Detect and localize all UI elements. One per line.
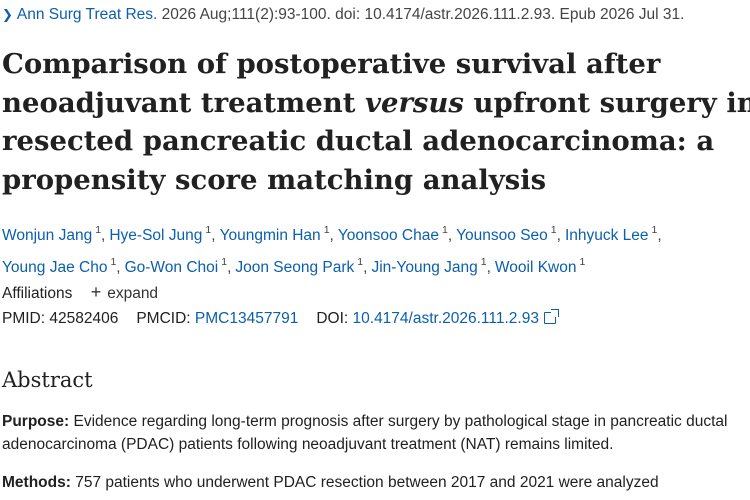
author-link[interactable]: Youngmin Han	[219, 227, 321, 244]
pmid-label: PMID:	[2, 310, 46, 327]
author-link[interactable]: Joon Seong Park	[235, 259, 355, 276]
author-separator: ,	[116, 259, 121, 276]
citation-line: ❯ Ann Surg Treat Res. 2026 Aug;111(2):93-…	[2, 4, 684, 26]
pmcid-label: PMCID:	[136, 310, 191, 327]
affiliation-ref[interactable]: 1	[441, 224, 448, 236]
author-item: Inhyuck Lee 1	[565, 217, 657, 249]
author-link[interactable]: Yoonsoo Chae	[337, 227, 439, 244]
author-separator: ,	[556, 227, 561, 244]
author-item: Youngmin Han 1	[220, 217, 330, 249]
affiliation-ref[interactable]: 1	[110, 256, 117, 268]
author-separator: ,	[363, 259, 368, 276]
author-item: Wonjun Jang 1	[2, 217, 101, 249]
author-separator: ,	[657, 227, 662, 244]
title-line-3: resected pancreatic ductal adenocarcinom…	[2, 125, 715, 157]
author-separator: ,	[227, 259, 232, 276]
author-link[interactable]: Hye-Sol Jung	[109, 227, 203, 244]
doi-label: DOI:	[316, 310, 349, 327]
author-row: Young Jae Cho 1, Go-Won Choi 1, Joon Seong P…	[2, 249, 742, 281]
affiliation-ref[interactable]: 1	[579, 256, 586, 268]
pmid-value: 42582406	[49, 310, 119, 327]
title-line-2-end: upfront surgery in	[463, 86, 750, 119]
author-separator: ,	[211, 227, 216, 244]
author-row: Wonjun Jang 1, Hye-Sol Jung 1, Youngmin Han 1…	[2, 217, 742, 249]
author-item: Younsoo Seo 1	[456, 217, 557, 249]
affiliation-ref[interactable]: 1	[550, 224, 557, 236]
affiliation-ref[interactable]: 1	[221, 256, 228, 268]
abstract-heading: Abstract	[2, 368, 93, 392]
article-title: Comparison of postoperative survival aft…	[2, 45, 750, 199]
abstract-purpose: Purpose: Evidence regarding long-term pr…	[2, 410, 742, 456]
author-link[interactable]: Jin-Young Jang	[371, 259, 478, 276]
author-link[interactable]: Go-Won Choi	[124, 259, 219, 276]
affiliations-row: Affiliations + expand	[2, 281, 158, 305]
affiliation-ref[interactable]: 1	[95, 224, 102, 236]
title-line-2-start: neoadjuvant treatment	[2, 86, 365, 119]
title-italic-word: versus	[364, 86, 464, 119]
affiliations-label: Affiliations	[2, 285, 73, 302]
author-link[interactable]: Young Jae Cho	[2, 259, 108, 276]
affiliation-ref[interactable]: 1	[357, 256, 364, 268]
purpose-label: Purpose:	[2, 413, 70, 430]
identifiers-row: PMID: 42582406 PMCID: PMC13457791 DOI: 10.…	[2, 308, 559, 330]
title-line-4: propensity score matching analysis	[2, 163, 547, 196]
title-line-1: Comparison of postoperative survival aft…	[2, 48, 661, 80]
author-item: Jin-Young Jang 1	[371, 249, 486, 281]
expand-affiliations-button[interactable]: + expand	[90, 282, 159, 302]
journal-link[interactable]: Ann Surg Treat Res.	[16, 6, 158, 23]
methods-text: 757 patients who underwent PDAC resectio…	[70, 474, 659, 491]
author-item: Joon Seong Park 1	[235, 249, 363, 281]
author-separator: ,	[329, 227, 334, 244]
citation-details: 2026 Aug;111(2):93-100. doi: 10.4174/ast…	[161, 6, 685, 23]
author-link[interactable]: Wonjun Jang	[2, 227, 93, 244]
author-item: Hye-Sol Jung 1	[109, 217, 211, 249]
affiliation-ref[interactable]: 1	[205, 224, 212, 236]
expand-label: expand	[107, 285, 159, 302]
author-separator: ,	[486, 259, 491, 276]
author-item: Young Jae Cho 1	[2, 249, 116, 281]
author-link[interactable]: Inhyuck Lee	[564, 227, 649, 244]
author-item: Yoonsoo Chae 1	[338, 217, 448, 249]
author-separator: ,	[447, 227, 453, 244]
author-link[interactable]: Wooil Kwon	[494, 259, 577, 276]
author-item: Go-Won Choi 1	[125, 249, 227, 281]
methods-label: Methods:	[2, 474, 71, 491]
chevron-right-icon: ❯	[2, 7, 13, 22]
doi-value: 10.4174/astr.2026.111.2.93	[352, 310, 539, 327]
author-link[interactable]: Younsoo Seo	[456, 227, 548, 244]
plus-icon: +	[90, 282, 102, 302]
abstract-methods: Methods: 757 patients who underwent PDAC…	[2, 471, 742, 494]
author-item: Wooil Kwon 1	[495, 249, 585, 281]
author-list: Wonjun Jang 1, Hye-Sol Jung 1, Youngmin Han 1…	[2, 217, 742, 281]
author-separator: ,	[101, 227, 106, 244]
affiliation-ref[interactable]: 1	[480, 256, 487, 268]
doi-link[interactable]: 10.4174/astr.2026.111.2.93	[352, 309, 559, 327]
affiliation-ref[interactable]: 1	[651, 224, 658, 236]
affiliation-ref[interactable]: 1	[323, 224, 330, 236]
external-link-icon	[543, 309, 559, 324]
title-line-2: neoadjuvant treatment versus upfront sur…	[2, 84, 750, 123]
purpose-text: Evidence regarding long-term prognosis a…	[2, 413, 728, 453]
pmcid-link[interactable]: PMC13457791	[194, 310, 299, 327]
